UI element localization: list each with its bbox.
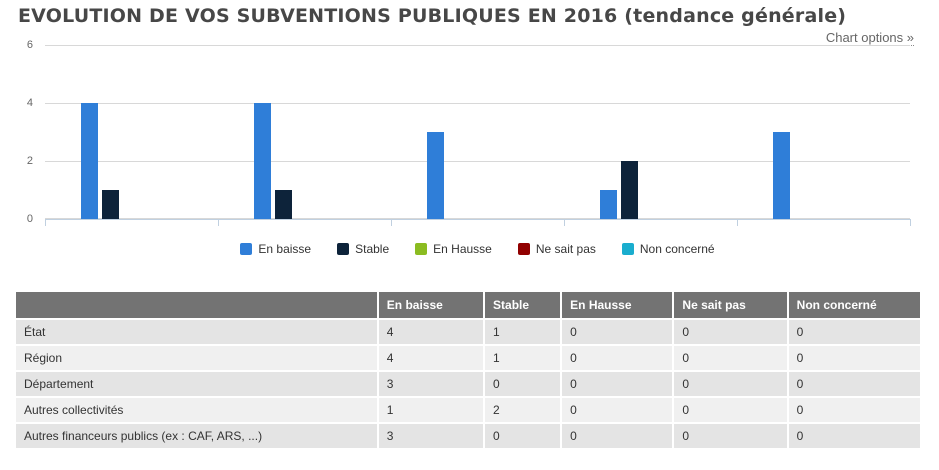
bar-Autres financeurs publics (ex : CAF, ARS, ...)-En baisse[interactable] <box>773 132 790 219</box>
table-row: Autres financeurs publics (ex : CAF, ARS… <box>16 424 920 448</box>
cell-value: 1 <box>485 320 561 344</box>
bar-État-En baisse[interactable] <box>81 103 98 219</box>
cell-value: 0 <box>674 346 787 370</box>
column-header: Stable <box>485 292 561 318</box>
bar-Autres collectivités-En baisse[interactable] <box>600 190 617 219</box>
table-header-row: En baisse Stable En Hausse Ne sait pas Non c… <box>16 292 920 318</box>
table-row: Région 4 1 0 0 0 <box>16 346 920 370</box>
gridline <box>45 45 910 46</box>
cell-value: 0 <box>562 320 673 344</box>
cell-value: 0 <box>562 424 673 448</box>
x-axis-tick <box>564 220 565 226</box>
gridline <box>45 161 910 162</box>
chart: En baisse Stable En Hausse Ne sait pas Non c… <box>26 39 911 256</box>
x-axis-tick <box>218 220 219 226</box>
cell-value: 0 <box>788 398 920 422</box>
cell-value: 0 <box>562 346 673 370</box>
x-axis-tick <box>737 220 738 226</box>
legend-swatch <box>415 243 428 255</box>
bar-Région-En baisse[interactable] <box>254 103 271 219</box>
legend-swatch <box>240 243 253 255</box>
row-label: État <box>16 320 377 344</box>
x-axis-line <box>45 219 911 220</box>
column-header: Ne sait pas <box>674 292 787 318</box>
table-row: État 4 1 0 0 0 <box>16 320 920 344</box>
legend-label: En baisse <box>258 242 312 256</box>
page-title: EVOLUTION DE VOS SUBVENTIONS PUBLIQUES E… <box>18 5 847 27</box>
cell-value: 0 <box>674 424 787 448</box>
cell-value: 1 <box>378 398 484 422</box>
legend-item-En baisse[interactable]: En baisse <box>240 242 311 256</box>
cell-value: 2 <box>485 398 561 422</box>
table-row: Département 3 0 0 0 0 <box>16 372 920 396</box>
row-label: Autres collectivités <box>16 398 377 422</box>
legend-item-Ne sait pas[interactable]: Ne sait pas <box>517 242 596 256</box>
legend-swatch <box>517 243 530 255</box>
cell-value: 3 <box>378 424 484 448</box>
cell-value: 4 <box>378 320 484 344</box>
legend-item-En Hausse[interactable]: En Hausse <box>415 242 492 256</box>
cell-value: 0 <box>562 398 673 422</box>
cell-value: 3 <box>378 372 484 396</box>
column-header: En Hausse <box>562 292 673 318</box>
table-header: En baisse Stable En Hausse Ne sait pas Non c… <box>16 292 920 318</box>
gridline <box>45 103 910 104</box>
data-table: En baisse Stable En Hausse Ne sait pas Non c… <box>14 290 922 450</box>
x-axis-tick <box>45 220 46 226</box>
legend-swatch <box>621 243 634 255</box>
gridline <box>45 218 910 219</box>
cell-value: 0 <box>788 372 920 396</box>
column-header <box>16 292 377 318</box>
legend-swatch <box>337 243 350 255</box>
legend-label: Non concerné <box>639 242 715 256</box>
plot-area <box>45 45 910 219</box>
bar-Région-Stable[interactable] <box>275 190 292 219</box>
cell-value: 0 <box>485 424 561 448</box>
bar-Département-En baisse[interactable] <box>427 132 444 219</box>
cell-value: 0 <box>788 346 920 370</box>
column-header: En baisse <box>378 292 484 318</box>
cell-value: 0 <box>788 320 920 344</box>
bar-État-Stable[interactable] <box>102 190 119 219</box>
row-label: Autres financeurs publics (ex : CAF, ARS… <box>16 424 377 448</box>
y-axis-tick-label: 6 <box>26 39 33 51</box>
cell-value: 0 <box>485 372 561 396</box>
bar-Autres collectivités-Stable[interactable] <box>621 161 638 219</box>
cell-value: 1 <box>485 346 561 370</box>
x-axis-tick <box>391 220 392 226</box>
y-axis-tick-label: 2 <box>26 155 33 167</box>
legend-label: Stable <box>355 242 390 256</box>
cell-value: 0 <box>788 424 920 448</box>
legend-item-Stable[interactable]: Stable <box>337 242 389 256</box>
cell-value: 0 <box>674 372 787 396</box>
cell-value: 0 <box>562 372 673 396</box>
chart-legend: En baisse Stable En Hausse Ne sait pas Non c… <box>45 242 910 256</box>
cell-value: 0 <box>674 398 787 422</box>
column-header: Non concerné <box>788 292 920 318</box>
row-label: Département <box>16 372 377 396</box>
cell-value: 4 <box>378 346 484 370</box>
y-axis-tick-label: 4 <box>26 97 33 109</box>
x-axis-tick <box>910 220 911 226</box>
legend-item-Non concerné[interactable]: Non concerné <box>621 242 715 256</box>
y-axis-tick-label: 0 <box>26 213 33 225</box>
row-label: Région <box>16 346 377 370</box>
legend-label: En Hausse <box>433 242 492 256</box>
legend-label: Ne sait pas <box>535 242 596 256</box>
table-row: Autres collectivités 1 2 0 0 0 <box>16 398 920 422</box>
cell-value: 0 <box>674 320 787 344</box>
table-body: État 4 1 0 0 0 Région 4 1 0 0 0 Département 3 0 0 0 0 Autr… <box>16 320 920 448</box>
